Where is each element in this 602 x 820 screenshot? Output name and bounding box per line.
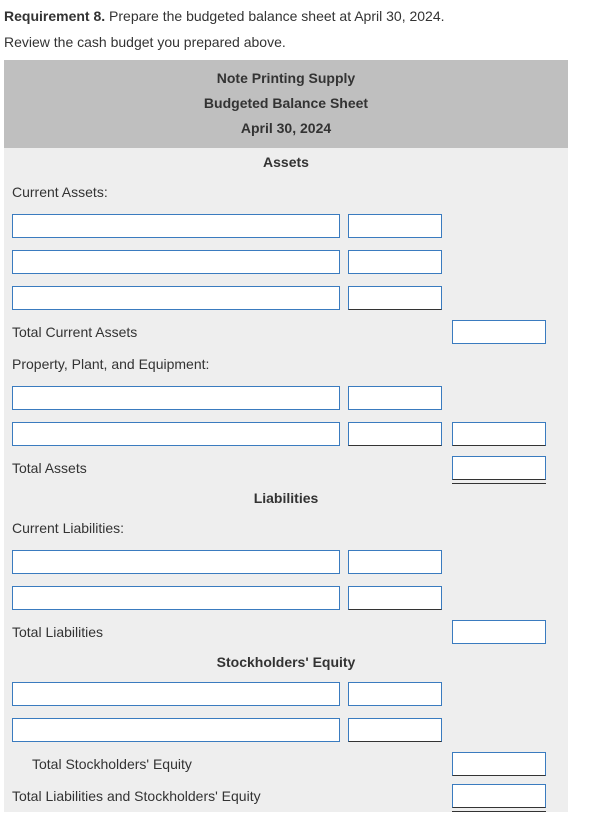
- statement-header: Note Printing Supply Budgeted Balance Sh…: [4, 60, 568, 148]
- statement-date: April 30, 2024: [4, 116, 568, 141]
- total-current-assets-amount[interactable]: [452, 320, 546, 344]
- total-liab-se-label: Total Liabilities and Stockholders' Equi…: [8, 784, 344, 808]
- current-liability-input-2[interactable]: [12, 586, 340, 610]
- current-assets-label: Current Assets:: [8, 180, 344, 204]
- requirement-heading: Requirement 8. Prepare the budgeted bala…: [4, 8, 594, 24]
- current-asset-amount-2[interactable]: [348, 250, 442, 274]
- total-assets-amount[interactable]: [452, 456, 546, 480]
- se-amount-1[interactable]: [348, 682, 442, 706]
- stockholders-equity-title: Stockholders' Equity: [4, 648, 568, 676]
- current-liability-input-1[interactable]: [12, 550, 340, 574]
- requirement-text: Prepare the budgeted balance sheet at Ap…: [105, 8, 444, 24]
- se-input-1[interactable]: [12, 682, 340, 706]
- current-asset-input-2[interactable]: [12, 250, 340, 274]
- company-name: Note Printing Supply: [4, 66, 568, 91]
- ppe-input-2[interactable]: [12, 422, 340, 446]
- ppe-label: Property, Plant, and Equipment:: [8, 352, 344, 376]
- ppe-total-amount[interactable]: [452, 422, 546, 446]
- total-liabilities-label: Total Liabilities: [8, 620, 344, 644]
- current-asset-amount-1[interactable]: [348, 214, 442, 238]
- statement-name: Budgeted Balance Sheet: [4, 91, 568, 116]
- ppe-input-1[interactable]: [12, 386, 340, 410]
- current-liability-amount-2[interactable]: [348, 586, 442, 610]
- ppe-amount-1[interactable]: [348, 386, 442, 410]
- total-liabilities-amount[interactable]: [452, 620, 546, 644]
- current-asset-input-3[interactable]: [12, 286, 340, 310]
- se-input-2[interactable]: [12, 718, 340, 742]
- review-instruction: Review the cash budget you prepared abov…: [4, 34, 594, 50]
- total-assets-label: Total Assets: [8, 456, 344, 480]
- total-se-amount[interactable]: [452, 752, 546, 776]
- total-current-assets-label: Total Current Assets: [8, 320, 344, 344]
- current-asset-amount-3[interactable]: [348, 286, 442, 310]
- total-se-label: Total Stockholders' Equity: [8, 752, 344, 776]
- balance-sheet-table: Note Printing Supply Budgeted Balance Sh…: [4, 60, 568, 812]
- ppe-amount-2[interactable]: [348, 422, 442, 446]
- current-liability-amount-1[interactable]: [348, 550, 442, 574]
- requirement-bold: Requirement 8.: [4, 8, 105, 24]
- assets-section-title: Assets: [4, 148, 568, 176]
- liabilities-section-title: Liabilities: [4, 484, 568, 512]
- se-amount-2[interactable]: [348, 718, 442, 742]
- current-asset-input-1[interactable]: [12, 214, 340, 238]
- total-liab-se-amount[interactable]: [452, 784, 546, 808]
- current-liabilities-label: Current Liabilities:: [8, 516, 344, 540]
